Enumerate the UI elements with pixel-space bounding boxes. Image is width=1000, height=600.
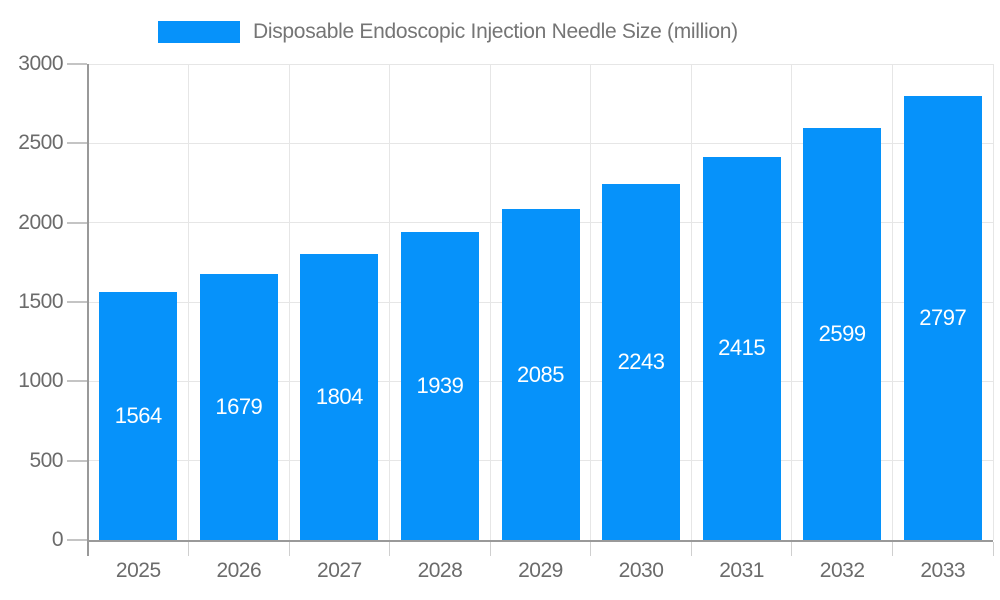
y-tick-label: 3000	[18, 52, 63, 75]
legend-label: Disposable Endoscopic Injection Needle S…	[253, 20, 738, 43]
bar-value-label: 1679	[215, 393, 263, 419]
x-axis-tick	[791, 542, 793, 556]
grid-line-vertical	[891, 64, 893, 540]
x-tick-label: 2030	[618, 559, 664, 582]
x-axis-tick	[590, 542, 592, 556]
bar-value-label: 2415	[718, 335, 766, 361]
y-axis-tick	[67, 142, 87, 145]
y-tick-label: 2500	[18, 131, 63, 155]
x-tick-label: 2026	[216, 559, 262, 582]
bar-value-label: 2599	[818, 320, 866, 346]
y-axis-tick	[67, 63, 87, 65]
bar-value-label: 2797	[919, 305, 967, 331]
x-tick-label: 2033	[920, 559, 966, 582]
y-axis-tick	[67, 380, 87, 383]
x-axis-tick	[891, 542, 893, 556]
x-tick-label: 2028	[417, 559, 463, 582]
grid-line-horizontal	[88, 63, 993, 65]
y-axis-tick	[67, 459, 87, 462]
grid-line-vertical	[590, 64, 592, 540]
y-tick-label: 0	[51, 528, 64, 551]
legend[interactable]: Disposable Endoscopic Injection Needle S…	[158, 20, 738, 44]
x-axis-tick	[489, 542, 491, 556]
x-tick-label: 2032	[819, 559, 865, 582]
bar	[199, 273, 278, 540]
bar	[803, 127, 882, 540]
x-axis-tick	[288, 542, 290, 556]
y-axis-tick	[67, 301, 87, 303]
x-axis-tick	[389, 542, 391, 556]
bar	[300, 253, 379, 540]
y-tick-label: 500	[29, 448, 63, 472]
bar-value-label: 2085	[517, 361, 564, 387]
grid-line-vertical	[188, 64, 190, 540]
x-axis-tick	[690, 542, 692, 556]
grid-line-vertical	[489, 64, 491, 540]
bar	[702, 156, 781, 540]
x-tick-label: 2029	[518, 559, 563, 582]
bar-value-label: 1804	[315, 383, 363, 409]
x-axis-tick	[992, 542, 994, 556]
bar	[903, 96, 982, 540]
bar-value-label: 2243	[617, 349, 665, 375]
y-axis-tick	[67, 221, 87, 224]
bar	[99, 291, 178, 540]
y-tick-label: 1000	[18, 369, 63, 393]
legend-swatch-icon[interactable]	[158, 21, 240, 43]
y-axis-line	[86, 64, 89, 556]
y-axis-tick	[67, 539, 87, 541]
grid-line-vertical	[288, 64, 290, 540]
grid-line-vertical	[791, 64, 793, 540]
bar-value-label: 1564	[114, 402, 162, 428]
y-tick-label: 1500	[18, 290, 63, 313]
grid-line-vertical	[389, 64, 391, 540]
y-tick-label: 2000	[18, 210, 63, 234]
grid-line-horizontal	[88, 142, 993, 144]
x-tick-label: 2027	[317, 559, 362, 582]
x-axis-line	[88, 540, 993, 542]
bar	[501, 209, 580, 540]
bar-value-label: 1939	[416, 373, 464, 399]
bar	[400, 232, 479, 540]
grid-line-vertical	[992, 64, 994, 540]
grid-line-vertical	[690, 64, 692, 540]
bar	[602, 184, 681, 540]
x-axis-tick	[188, 542, 190, 556]
x-tick-label: 2025	[115, 559, 161, 582]
x-tick-label: 2031	[719, 559, 764, 582]
